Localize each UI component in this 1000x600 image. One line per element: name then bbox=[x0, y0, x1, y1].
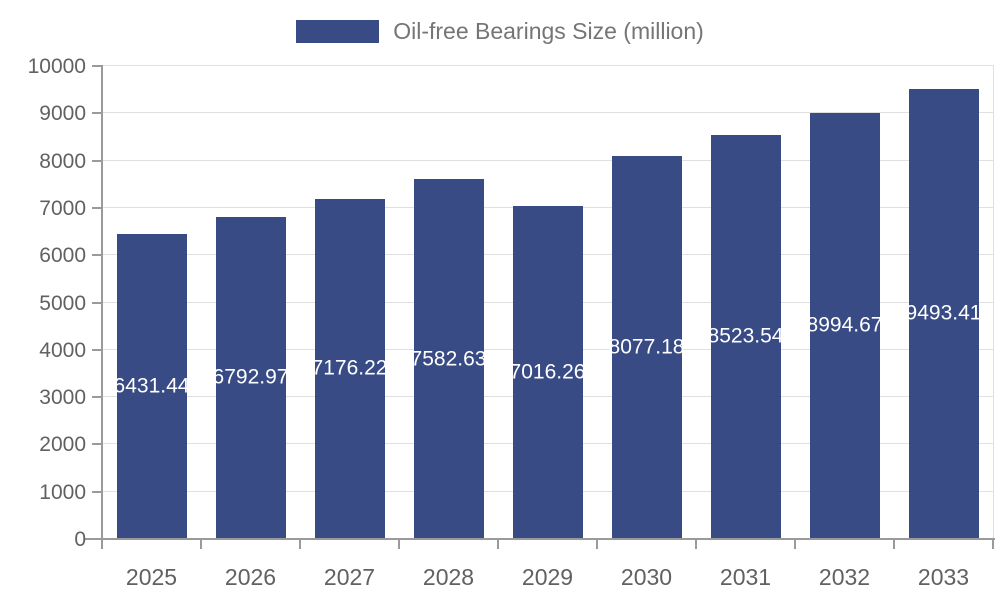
x-axis-tick bbox=[794, 540, 796, 549]
bar-value-label: 8523.54 bbox=[707, 324, 784, 348]
x-axis-category-label: 2030 bbox=[620, 564, 673, 590]
bar-2026[interactable] bbox=[215, 216, 286, 538]
bar-value-label: 7582.63 bbox=[410, 347, 487, 371]
y-axis-tick-label: 4000 bbox=[39, 338, 86, 362]
y-axis-tick-label: 2000 bbox=[39, 433, 86, 457]
x-axis-tick bbox=[200, 540, 202, 549]
y-axis-tick bbox=[92, 490, 101, 493]
y-axis-tick-label: 10000 bbox=[27, 55, 86, 78]
bar-2029[interactable] bbox=[512, 206, 583, 538]
x-axis-line bbox=[85, 538, 995, 540]
y-axis-tick bbox=[92, 65, 101, 67]
x-axis-tick bbox=[596, 540, 598, 549]
bar-value-label: 6792.97 bbox=[212, 365, 289, 389]
gridline bbox=[102, 159, 993, 161]
y-axis-tick bbox=[92, 112, 101, 115]
bar-2025[interactable] bbox=[116, 233, 187, 538]
x-axis-category-label: 2026 bbox=[224, 564, 277, 590]
y-axis-tick bbox=[92, 443, 101, 446]
y-axis-tick bbox=[92, 538, 101, 540]
y-axis-tick bbox=[92, 348, 101, 351]
bar-2028[interactable] bbox=[413, 179, 484, 538]
x-axis-tick bbox=[299, 540, 301, 549]
bar-2027[interactable] bbox=[314, 198, 385, 538]
y-axis-tick-label: 7000 bbox=[39, 196, 86, 220]
y-axis-tick bbox=[92, 301, 101, 304]
chart-legend[interactable]: Oil-free Bearings Size (million) bbox=[0, 18, 1000, 45]
bar-value-label: 8994.67 bbox=[806, 313, 883, 337]
x-axis-category-label: 2032 bbox=[818, 564, 871, 590]
x-axis-category-label: 2029 bbox=[521, 564, 574, 590]
y-axis-tick bbox=[92, 254, 101, 257]
bar-value-label: 9493.41 bbox=[905, 301, 982, 325]
y-axis-tick-label: 9000 bbox=[39, 102, 86, 126]
x-axis-category-label: 2033 bbox=[917, 564, 970, 590]
bar-2032[interactable] bbox=[809, 112, 880, 538]
bar-2031[interactable] bbox=[710, 134, 781, 538]
bar-value-label: 6431.44 bbox=[113, 374, 190, 398]
y-axis-tick-label: 3000 bbox=[39, 386, 86, 410]
y-axis-tick bbox=[92, 396, 101, 399]
x-axis-category-label: 2031 bbox=[719, 564, 772, 590]
x-axis-tick bbox=[992, 540, 994, 549]
gridline bbox=[102, 65, 993, 66]
x-axis-tick bbox=[893, 540, 895, 549]
y-axis-line bbox=[101, 65, 103, 548]
x-axis-tick bbox=[497, 540, 499, 549]
x-axis-category-label: 2027 bbox=[323, 564, 376, 590]
x-axis-category-label: 2025 bbox=[125, 564, 178, 590]
x-axis-tick bbox=[398, 540, 400, 549]
legend-label[interactable]: Oil-free Bearings Size (million) bbox=[393, 18, 704, 44]
bar-value-label: 7016.26 bbox=[509, 360, 586, 384]
legend-swatch[interactable] bbox=[296, 20, 380, 43]
y-axis-tick bbox=[92, 159, 101, 162]
bar-2030[interactable] bbox=[611, 155, 682, 538]
bar-value-label: 7176.22 bbox=[311, 356, 388, 380]
y-axis-tick-label: 1000 bbox=[39, 480, 86, 504]
y-axis-tick-label: 6000 bbox=[39, 244, 86, 268]
plot-right-border bbox=[993, 65, 994, 538]
gridline bbox=[102, 112, 993, 114]
y-axis-tick-label: 8000 bbox=[39, 149, 86, 173]
x-axis-tick bbox=[101, 540, 103, 549]
y-axis-tick-label: 5000 bbox=[39, 291, 86, 315]
y-axis-tick bbox=[92, 206, 101, 209]
bar-2033[interactable] bbox=[908, 88, 979, 538]
y-axis-tick-label: 0 bbox=[74, 528, 86, 551]
x-axis-category-label: 2028 bbox=[422, 564, 475, 590]
bar-value-label: 8077.18 bbox=[608, 335, 685, 359]
x-axis-tick bbox=[695, 540, 697, 549]
